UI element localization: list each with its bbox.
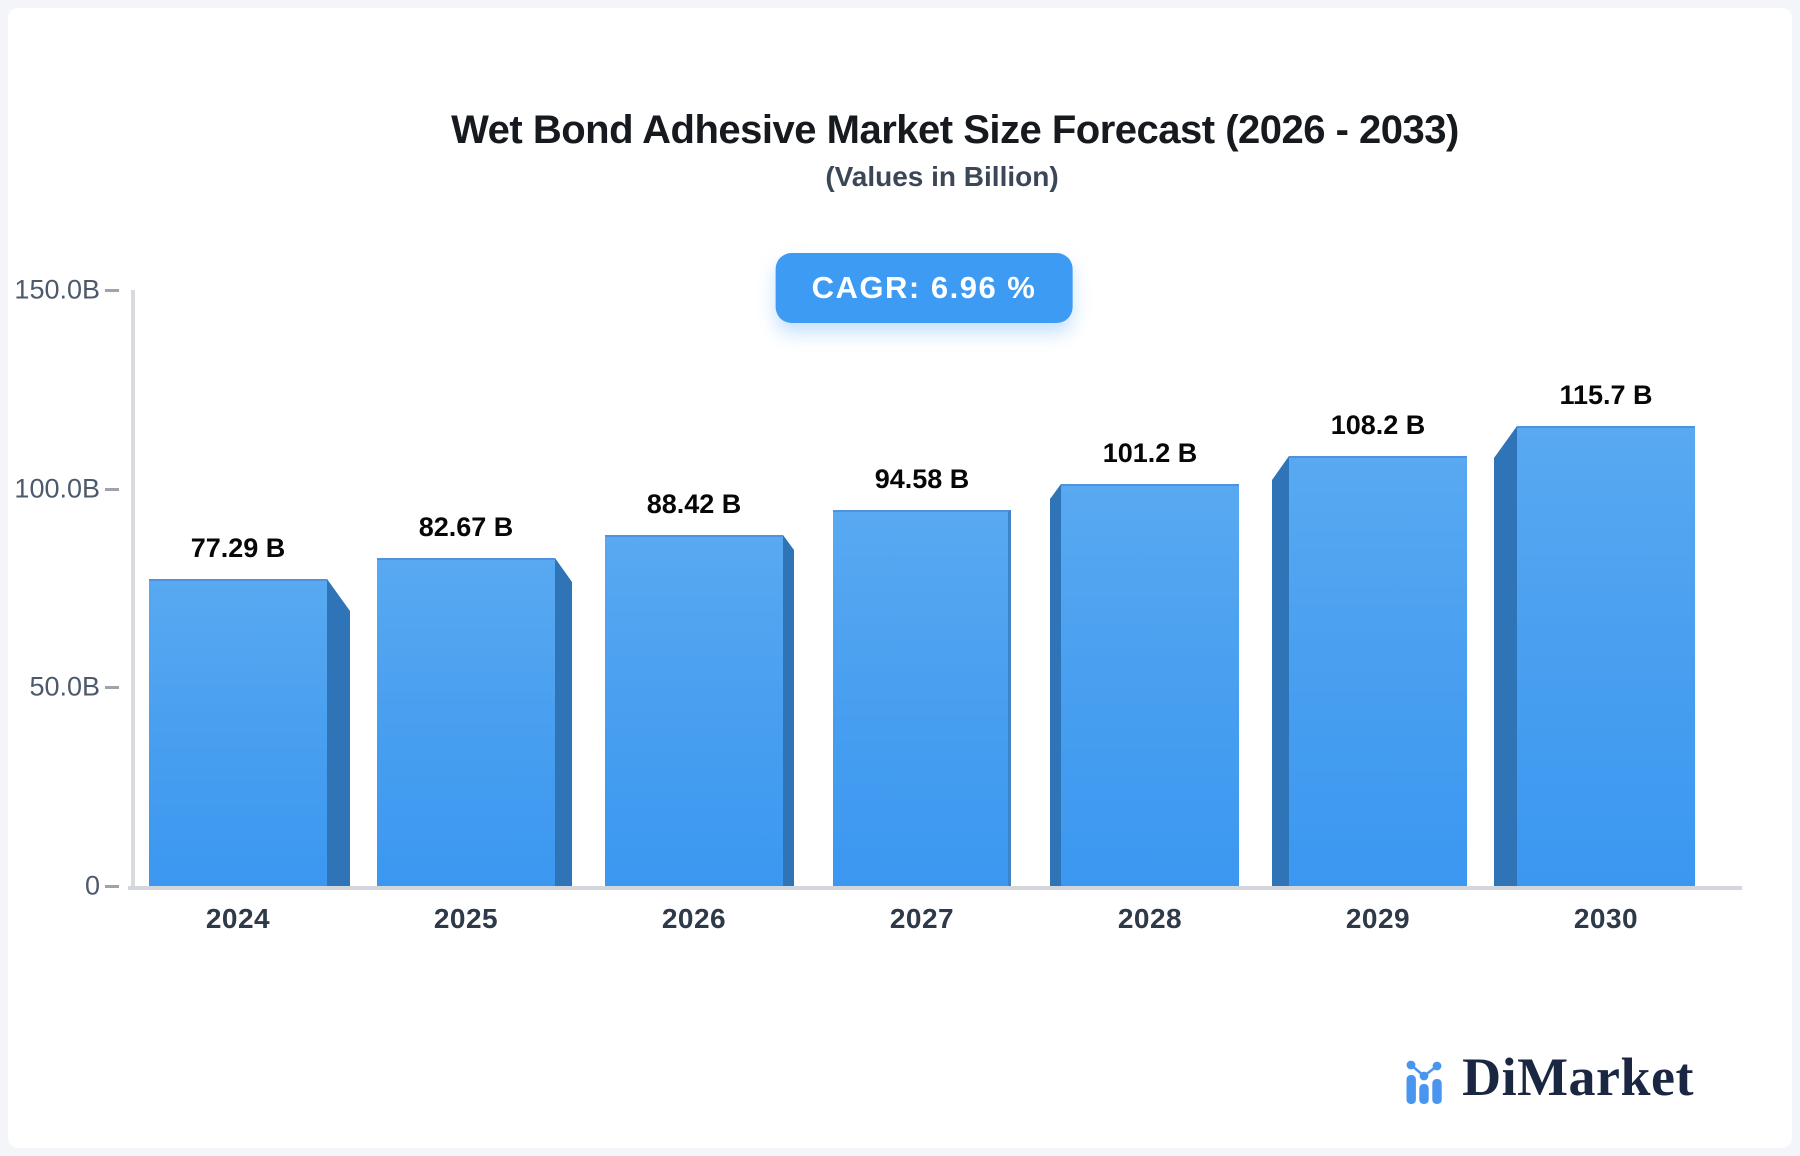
bar-side-2025: [555, 558, 572, 886]
brand-logo: DiMarket: [1406, 1050, 1694, 1104]
bar-2026[interactable]: [605, 535, 783, 886]
dimarket-logo-icon: [1406, 1060, 1442, 1104]
bar-value-label: 88.42 B: [646, 489, 742, 519]
x-axis-label-2030: 2030: [1573, 903, 1639, 934]
y-axis-tick: [105, 289, 119, 292]
bar-value-label: 82.67 B: [418, 512, 514, 542]
plot-area: 150.0B 100.0B 50.0B 0 77.29 B 2024 82.67 B 2025…: [8, 8, 1792, 1148]
y-axis-tick: [105, 885, 119, 888]
bar-value-label: 101.2 B: [1102, 438, 1198, 468]
chart-title: Wet Bond Adhesive Market Size Forecast (…: [451, 108, 1459, 152]
chart-card: Wet Bond Adhesive Market Size Forecast (…: [8, 8, 1792, 1148]
bar-2025[interactable]: [377, 558, 555, 886]
bar-side-2030: [1494, 426, 1517, 886]
x-axis-label-2026: 2026: [661, 903, 727, 934]
bar-side-2024: [327, 579, 350, 886]
bar-value-label: 94.58 B: [874, 464, 970, 494]
y-axis-tick: [105, 487, 119, 491]
bar-2029[interactable]: [1289, 456, 1467, 886]
bar-side-2029: [1272, 456, 1289, 886]
brand-name: DiMarket: [1462, 1047, 1694, 1107]
x-axis-label-2024: 2024: [205, 903, 271, 934]
x-axis-label-2029: 2029: [1345, 903, 1411, 934]
bar-2024[interactable]: [149, 579, 327, 886]
bar-value-label: 77.29 B: [190, 533, 286, 563]
x-axis-label-2027: 2027: [889, 903, 955, 934]
y-axis-tick: [105, 686, 119, 690]
bar-2028[interactable]: [1061, 484, 1239, 886]
x-axis-label-2028: 2028: [1117, 903, 1183, 934]
bar-side-2028: [1050, 484, 1061, 886]
cagr-badge: CAGR: 6.96 %: [775, 253, 1073, 323]
bar-2027[interactable]: [833, 510, 1011, 886]
y-axis-label: 50.0B: [29, 671, 100, 702]
y-axis-line: [131, 290, 135, 886]
y-axis-label: 100.0B: [14, 473, 100, 504]
bar-2030[interactable]: [1517, 426, 1695, 886]
y-axis-label: 150.0B: [14, 274, 100, 305]
x-axis-baseline: [128, 886, 1742, 890]
y-axis-label: 0: [84, 870, 100, 901]
bar-value-label: 115.7 B: [1559, 380, 1653, 410]
chart-subtitle: (Values in Billion): [825, 161, 1059, 192]
bar-value-label: 108.2 B: [1330, 410, 1426, 440]
x-axis-label-2025: 2025: [433, 903, 499, 934]
bar-side-2026: [783, 535, 794, 886]
